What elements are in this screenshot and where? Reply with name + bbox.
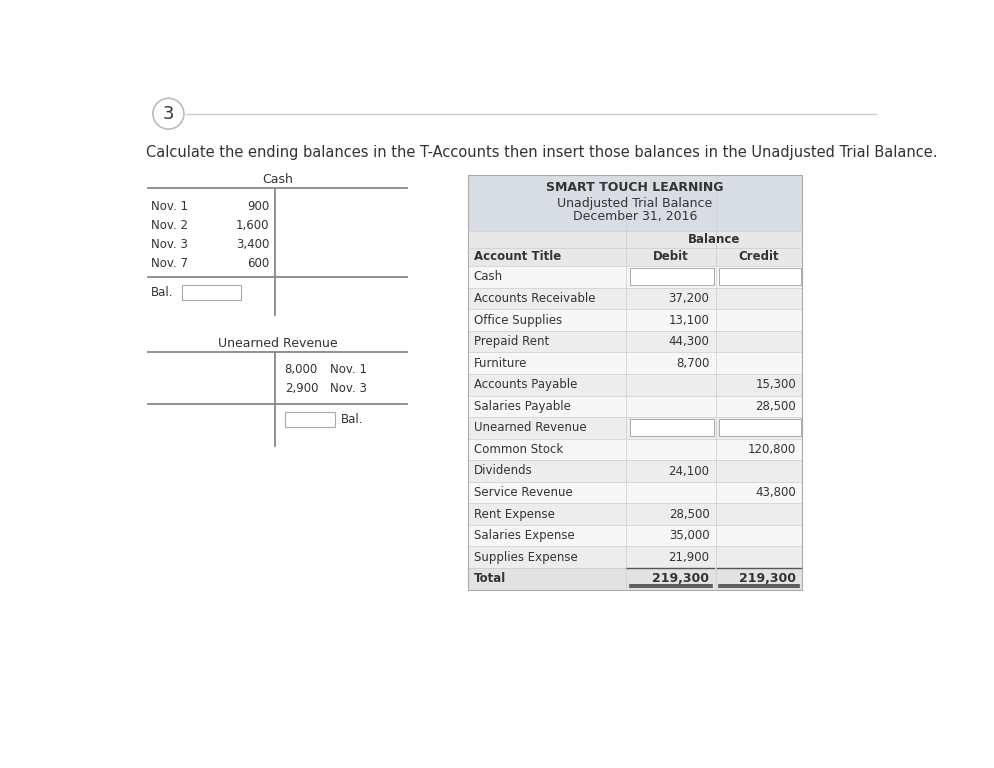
Text: Rent Expense: Rent Expense — [474, 508, 555, 521]
Text: Nov. 7: Nov. 7 — [151, 257, 189, 270]
Text: 24,100: 24,100 — [668, 465, 710, 478]
Circle shape — [153, 98, 184, 129]
FancyBboxPatch shape — [467, 374, 802, 396]
Text: 2,900: 2,900 — [284, 382, 318, 395]
FancyBboxPatch shape — [467, 310, 802, 331]
FancyBboxPatch shape — [467, 568, 802, 590]
Text: 13,100: 13,100 — [669, 313, 710, 326]
FancyBboxPatch shape — [467, 288, 802, 310]
FancyBboxPatch shape — [719, 419, 801, 436]
FancyBboxPatch shape — [467, 460, 802, 482]
Text: 900: 900 — [247, 200, 269, 213]
FancyBboxPatch shape — [467, 353, 802, 374]
FancyBboxPatch shape — [719, 269, 801, 286]
FancyBboxPatch shape — [467, 439, 802, 460]
Text: 8,000: 8,000 — [284, 362, 318, 376]
FancyBboxPatch shape — [467, 482, 802, 503]
Text: Debit: Debit — [653, 250, 689, 263]
Text: 600: 600 — [247, 257, 269, 270]
Text: 44,300: 44,300 — [669, 335, 710, 348]
FancyBboxPatch shape — [467, 266, 802, 288]
Text: 28,500: 28,500 — [669, 508, 710, 521]
Text: Service Revenue: Service Revenue — [474, 486, 573, 499]
Text: Prepaid Rent: Prepaid Rent — [474, 335, 549, 348]
Text: Nov. 3: Nov. 3 — [330, 382, 367, 395]
Text: Common Stock: Common Stock — [474, 443, 563, 456]
Text: 120,800: 120,800 — [747, 443, 796, 456]
Text: Nov. 1: Nov. 1 — [151, 200, 189, 213]
Text: 219,300: 219,300 — [652, 572, 710, 585]
Text: Dividends: Dividends — [474, 465, 533, 478]
FancyBboxPatch shape — [467, 503, 802, 525]
FancyBboxPatch shape — [629, 419, 714, 436]
Text: Unadjusted Trial Balance: Unadjusted Trial Balance — [558, 197, 713, 210]
Text: 28,500: 28,500 — [755, 400, 796, 413]
Text: Cash: Cash — [261, 173, 293, 186]
FancyBboxPatch shape — [467, 525, 802, 547]
FancyBboxPatch shape — [467, 417, 802, 439]
Text: Nov. 1: Nov. 1 — [330, 362, 367, 376]
Text: 15,300: 15,300 — [755, 379, 796, 391]
Text: 3: 3 — [163, 104, 174, 123]
FancyBboxPatch shape — [467, 248, 802, 266]
FancyBboxPatch shape — [467, 331, 802, 353]
Text: Total: Total — [474, 572, 506, 585]
Text: Bal.: Bal. — [341, 413, 364, 426]
FancyBboxPatch shape — [284, 412, 335, 427]
Text: 1,600: 1,600 — [236, 219, 269, 232]
Text: 21,900: 21,900 — [668, 551, 710, 564]
Text: December 31, 2016: December 31, 2016 — [573, 210, 697, 223]
Text: Nov. 2: Nov. 2 — [151, 219, 189, 232]
Text: Cash: Cash — [474, 270, 503, 283]
FancyBboxPatch shape — [629, 269, 714, 286]
Text: 8,700: 8,700 — [676, 356, 710, 369]
Text: Bal.: Bal. — [151, 286, 174, 299]
FancyBboxPatch shape — [467, 547, 802, 568]
Text: 35,000: 35,000 — [669, 529, 710, 542]
FancyBboxPatch shape — [467, 396, 802, 417]
Text: Account Title: Account Title — [474, 250, 561, 263]
Text: SMART TOUCH LEARNING: SMART TOUCH LEARNING — [547, 181, 724, 194]
Text: Furniture: Furniture — [474, 356, 527, 369]
Text: 37,200: 37,200 — [669, 292, 710, 305]
Text: 3,400: 3,400 — [236, 238, 269, 251]
Text: Accounts Payable: Accounts Payable — [474, 379, 578, 391]
Text: Office Supplies: Office Supplies — [474, 313, 562, 326]
Text: Nov. 3: Nov. 3 — [151, 238, 188, 251]
Text: Supplies Expense: Supplies Expense — [474, 551, 578, 564]
FancyBboxPatch shape — [467, 175, 802, 230]
Text: Unearned Revenue: Unearned Revenue — [474, 422, 586, 435]
Text: Balance: Balance — [688, 233, 741, 246]
Text: Credit: Credit — [739, 250, 779, 263]
FancyBboxPatch shape — [182, 285, 241, 300]
Text: 43,800: 43,800 — [755, 486, 796, 499]
Text: 219,300: 219,300 — [740, 572, 796, 585]
Text: Salaries Expense: Salaries Expense — [474, 529, 575, 542]
Text: Accounts Receivable: Accounts Receivable — [474, 292, 595, 305]
FancyBboxPatch shape — [467, 230, 802, 248]
Text: Salaries Payable: Salaries Payable — [474, 400, 571, 413]
Text: Unearned Revenue: Unearned Revenue — [218, 336, 337, 349]
Text: Calculate the ending balances in the T-Accounts then insert those balances in th: Calculate the ending balances in the T-A… — [146, 144, 937, 160]
